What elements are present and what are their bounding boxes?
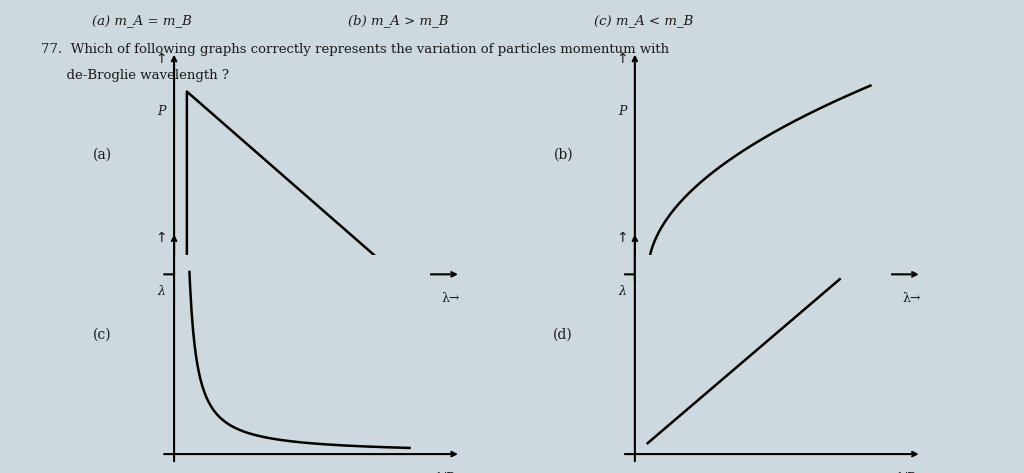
Text: (b) m_A > m_B: (b) m_A > m_B	[348, 14, 449, 27]
Text: λ: λ	[618, 285, 626, 298]
Text: de-Broglie wavelength ?: de-Broglie wavelength ?	[41, 69, 229, 81]
Text: (a) m_A = m_B: (a) m_A = m_B	[92, 14, 193, 27]
Text: ↑: ↑	[616, 52, 628, 66]
Text: (c): (c)	[93, 328, 112, 342]
Text: (b): (b)	[553, 148, 573, 162]
Text: (a): (a)	[93, 148, 112, 162]
Text: ↑: ↑	[616, 231, 628, 245]
Text: λ: λ	[158, 285, 165, 298]
Text: ↑: ↑	[156, 231, 167, 245]
Text: ↑: ↑	[156, 52, 167, 66]
Text: (c) m_A < m_B: (c) m_A < m_B	[594, 14, 693, 27]
Text: 77.  Which of following graphs correctly represents the variation of particles m: 77. Which of following graphs correctly …	[41, 43, 669, 55]
Text: P: P	[617, 105, 627, 118]
Text: λ→: λ→	[902, 292, 921, 305]
Text: P: P	[157, 105, 166, 118]
Text: 1/P→: 1/P→	[435, 472, 466, 473]
Text: 1/P→: 1/P→	[896, 472, 927, 473]
Text: λ→: λ→	[441, 292, 460, 305]
Text: (d): (d)	[553, 328, 573, 342]
